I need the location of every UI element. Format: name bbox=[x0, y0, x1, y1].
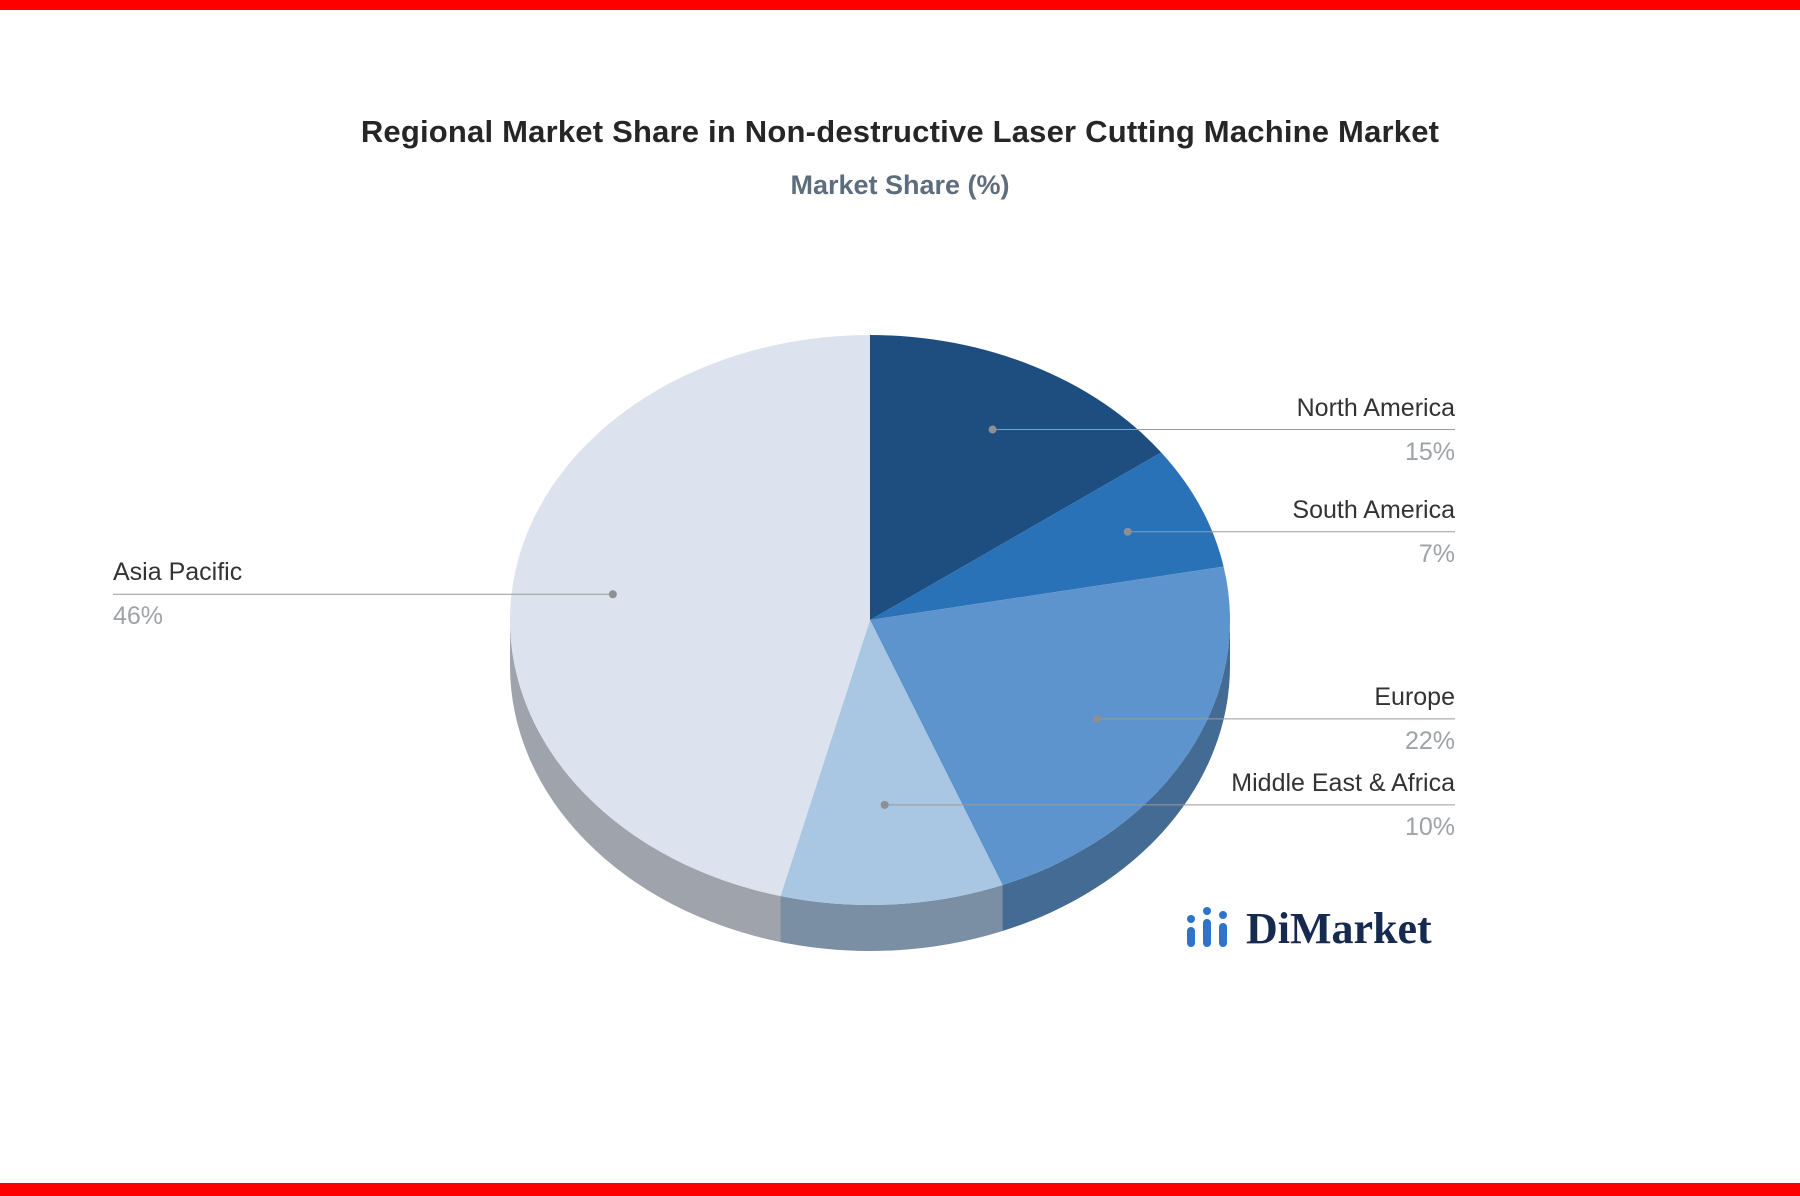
bar-chart-icon bbox=[1187, 906, 1227, 947]
logo-bar bbox=[1219, 922, 1227, 947]
chart-header: Regional Market Share in Non-destructive… bbox=[0, 114, 1800, 201]
logo-dot bbox=[1187, 914, 1195, 923]
pie-slice-europe[interactable] bbox=[870, 566, 1230, 885]
pie-slice-asia-pacific[interactable] bbox=[510, 335, 870, 897]
leader-dot-south-america bbox=[1123, 527, 1132, 536]
logo-bar bbox=[1203, 918, 1211, 947]
chart-title: Regional Market Share in Non-destructive… bbox=[360, 114, 1440, 149]
dimarket-logo: DiMarket bbox=[1185, 903, 1432, 954]
logo-dot bbox=[1203, 906, 1211, 915]
bottom-red-bar bbox=[0, 1183, 1800, 1196]
pie-slice-side-europe bbox=[1002, 620, 1230, 931]
logo-text: DiMarket bbox=[1246, 904, 1432, 953]
chart-subtitle: Market Share (%) bbox=[790, 170, 1010, 200]
pie-slice-south-america[interactable] bbox=[870, 452, 1224, 620]
pie-slice-side-middle-east-africa bbox=[780, 884, 1003, 951]
logo-bar bbox=[1187, 926, 1195, 947]
pie-slice-middle-east-africa[interactable] bbox=[780, 620, 1003, 906]
logo-dot bbox=[1219, 910, 1227, 919]
leader-dot-middle-east-africa bbox=[880, 800, 889, 809]
top-red-bar bbox=[0, 0, 1800, 10]
leader-dot-asia-pacific bbox=[608, 590, 617, 599]
pie-slice-north-america[interactable] bbox=[870, 335, 1162, 620]
leader-dot-europe bbox=[1093, 714, 1102, 723]
leader-dot-north-america bbox=[988, 425, 997, 434]
pie-slice-side-asia-pacific bbox=[510, 620, 781, 943]
